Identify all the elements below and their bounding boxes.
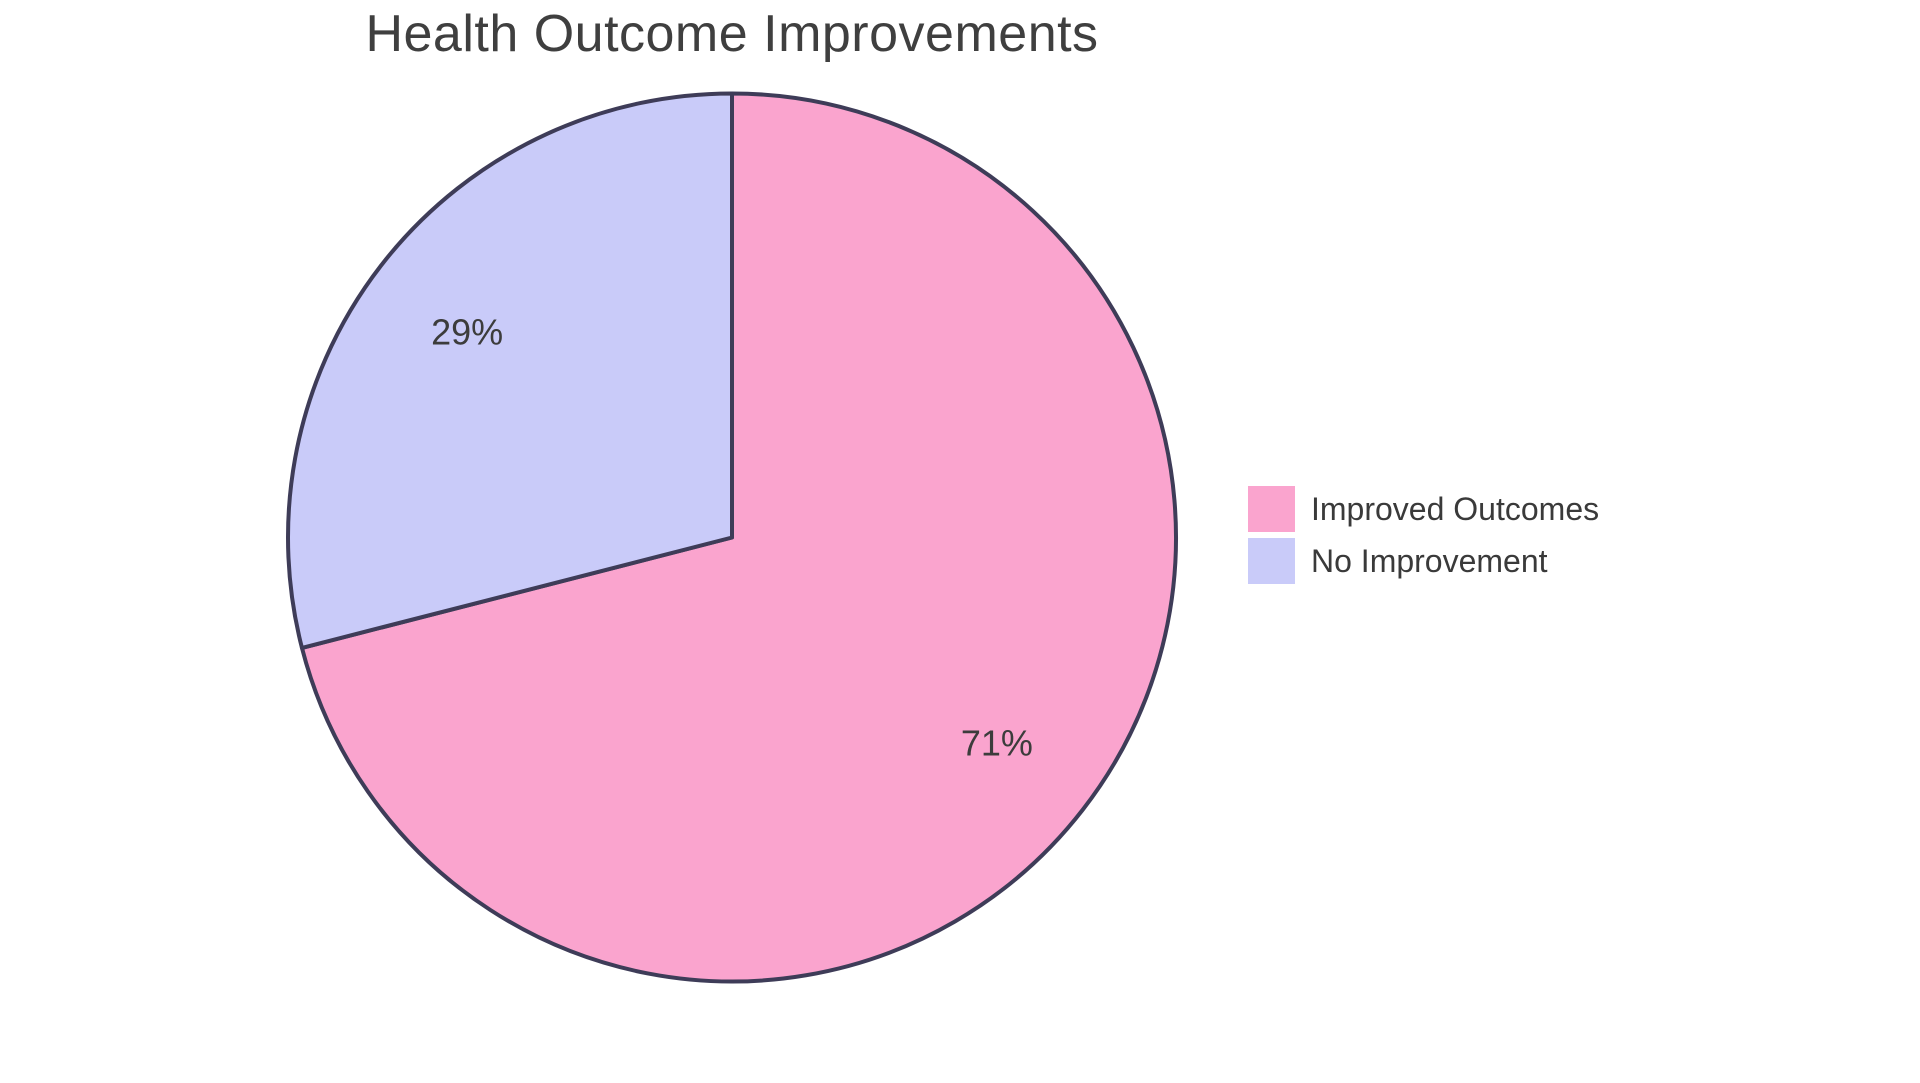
legend-swatch-no-improvement [1248,538,1295,584]
legend-label-improved-outcomes: Improved Outcomes [1311,490,1600,527]
pie-percent-label-improved-outcomes: 71% [961,723,1033,764]
legend-label-no-improvement: No Improvement [1311,542,1548,579]
legend-item-improved-outcomes: Improved Outcomes [1248,486,1599,532]
pie-slice-improved-outcomes [299,91,1178,984]
chart-title: Health Outcome Improvements [365,5,1099,63]
legend-swatch-improved-outcomes [1248,486,1295,532]
pie-slice-no-improvement [286,91,734,650]
legend-item-no-improvement: No Improvement [1248,538,1599,584]
legend: Improved Outcomes No Improvement [1248,486,1599,590]
pie-percent-label-no-improvement: 29% [431,312,503,353]
